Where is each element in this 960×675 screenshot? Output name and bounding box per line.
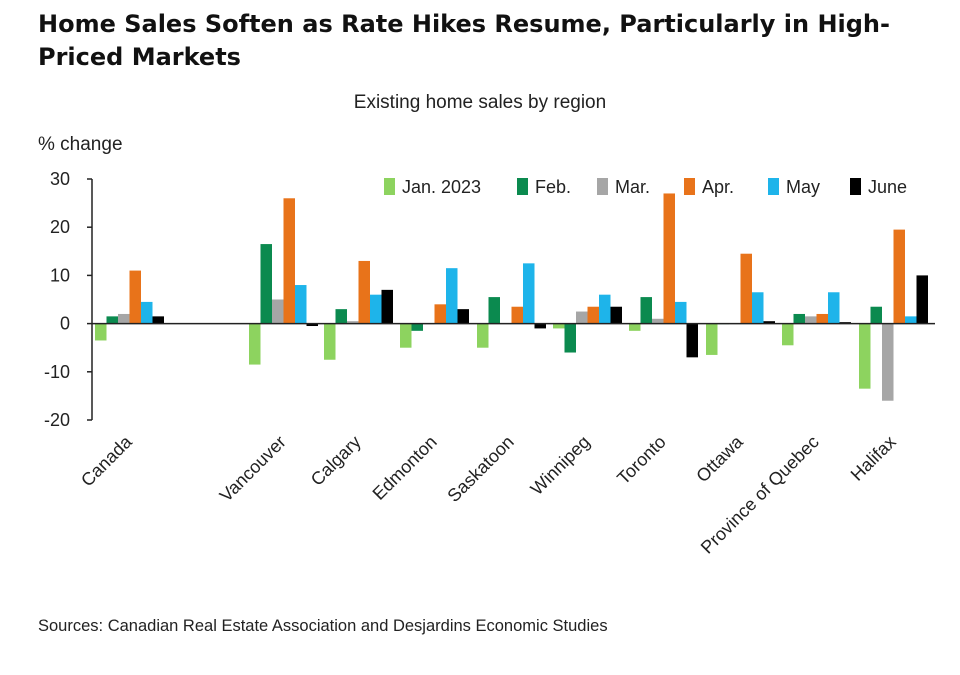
legend-swatch <box>597 178 608 195</box>
bar-canada-mar <box>118 313 130 324</box>
bar-toronto-mar <box>652 318 664 324</box>
bar-province-of-quebec-jan-2023 <box>782 323 794 346</box>
bar-ottawa-jan-2023 <box>706 323 718 355</box>
bar-winnipeg-june <box>610 306 622 324</box>
bar-vancouver-may <box>295 285 307 324</box>
bar-calgary-may <box>370 294 382 324</box>
legend-item-apr: Apr. <box>684 177 734 197</box>
bar-halifax-june <box>916 275 928 324</box>
bar-edmonton-may <box>446 268 458 324</box>
bar-edmonton-jan-2023 <box>400 323 412 348</box>
x-tick-label-toronto: Toronto <box>613 432 670 489</box>
x-tick-label-canada: Canada <box>77 431 136 490</box>
bar-canada-jan-2023 <box>95 323 107 341</box>
bar-vancouver-apr <box>283 198 295 324</box>
bar-saskatoon-jan-2023 <box>477 323 489 348</box>
chart-title: Home Sales Soften as Rate Hikes Resume, … <box>38 10 890 71</box>
legend-label: May <box>786 177 820 197</box>
legend-swatch <box>517 178 528 195</box>
bar-halifax-apr <box>893 229 905 324</box>
bar-calgary-june <box>381 289 393 324</box>
bar-calgary-feb <box>335 309 347 324</box>
bar-toronto-may <box>675 301 687 324</box>
legend-item-june: June <box>850 177 907 197</box>
legend-item-mar: Mar. <box>597 177 650 197</box>
source-note: Sources: Canadian Real Estate Associatio… <box>38 617 608 635</box>
legend-label: Apr. <box>702 177 734 197</box>
bar-toronto-jan-2023 <box>629 323 641 331</box>
bar-province-of-quebec-mar <box>805 316 817 324</box>
y-tick-label: 20 <box>50 217 70 237</box>
bar-calgary-jan-2023 <box>324 323 336 360</box>
legend-item-may: May <box>768 177 820 197</box>
legend-swatch <box>768 178 779 195</box>
legend-item-jan-2023: Jan. 2023 <box>384 177 481 197</box>
bar-province-of-quebec-apr <box>816 313 828 324</box>
bar-calgary-apr <box>358 260 370 324</box>
y-axis-label: % change <box>38 134 123 155</box>
x-tick-label-edmonton: Edmonton <box>369 432 441 504</box>
legend-swatch <box>384 178 395 195</box>
bar-canada-june <box>152 316 164 324</box>
y-tick-label: -10 <box>44 362 70 382</box>
bar-edmonton-apr <box>434 304 446 324</box>
bar-winnipeg-mar <box>576 311 588 324</box>
bar-toronto-june <box>686 323 698 358</box>
legend-label: Feb. <box>535 177 571 197</box>
legend-swatch <box>684 178 695 195</box>
bar-province-of-quebec-feb <box>793 313 805 324</box>
bars-group <box>95 193 928 401</box>
bar-ottawa-june <box>763 321 775 324</box>
bar-vancouver-jan-2023 <box>249 323 261 365</box>
bar-canada-may <box>141 301 153 324</box>
bar-saskatoon-june <box>534 323 546 329</box>
x-tick-label-ottawa: Ottawa <box>692 431 747 486</box>
legend: Jan. 2023 Feb. Mar. Apr. May June <box>384 177 907 197</box>
y-tick-label: 30 <box>50 169 70 189</box>
bar-canada-feb <box>106 316 118 324</box>
bar-halifax-may <box>905 316 917 324</box>
bar-saskatoon-apr <box>511 306 523 324</box>
legend-swatch <box>850 178 861 195</box>
bar-edmonton-june <box>457 309 469 324</box>
axes-group: 30 20 10 0 -10 -20 Canada Vancouver Calgary Edmon… <box>44 169 935 558</box>
x-tick-label-vancouver: Vancouver <box>216 432 290 506</box>
bar-winnipeg-feb <box>564 323 576 353</box>
bar-ottawa-may <box>752 292 764 324</box>
bar-calgary-mar <box>347 321 359 324</box>
x-tick-label-saskatoon: Saskatoon <box>443 432 517 506</box>
bar-toronto-apr <box>663 193 675 324</box>
bar-ottawa-apr <box>740 253 752 324</box>
bar-winnipeg-may <box>599 294 611 324</box>
legend-label: June <box>868 177 907 197</box>
bar-saskatoon-feb <box>488 297 500 324</box>
x-tick-label-halifax: Halifax <box>847 432 900 485</box>
bar-winnipeg-jan-2023 <box>553 323 565 329</box>
bar-toronto-feb <box>640 297 652 324</box>
bar-vancouver-mar <box>272 299 284 324</box>
chart-subtitle: Existing home sales by region <box>353 92 607 113</box>
bar-vancouver-feb <box>260 244 272 324</box>
x-tick-label-calgary: Calgary <box>307 432 365 490</box>
legend-item-feb: Feb. <box>517 177 571 197</box>
bar-saskatoon-may <box>523 263 535 324</box>
y-tick-label: 10 <box>50 265 70 285</box>
bar-halifax-feb <box>870 306 882 324</box>
bar-canada-apr <box>129 270 141 324</box>
bar-halifax-jan-2023 <box>859 323 871 389</box>
x-tick-label-winnipeg: Winnipeg <box>527 432 594 499</box>
y-tick-label: -20 <box>44 410 70 430</box>
bar-province-of-quebec-may <box>828 292 840 324</box>
bar-edmonton-feb <box>411 323 423 331</box>
bar-winnipeg-apr <box>587 306 599 324</box>
legend-label: Jan. 2023 <box>402 177 481 197</box>
y-tick-label: 0 <box>60 314 70 334</box>
legend-label: Mar. <box>615 177 650 197</box>
bar-halifax-mar <box>882 323 894 401</box>
bar-vancouver-june <box>306 323 318 327</box>
